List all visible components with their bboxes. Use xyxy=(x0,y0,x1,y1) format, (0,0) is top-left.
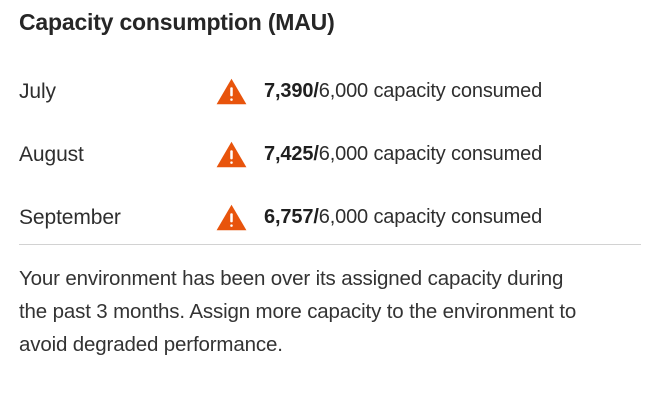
capacity-limit-value: 6,000 xyxy=(318,206,369,228)
warning-triangle-icon xyxy=(216,141,247,168)
capacity-suffix-text: capacity consumed xyxy=(368,80,543,102)
capacity-separator: / xyxy=(313,206,319,228)
capacity-used-value: 6,757 xyxy=(264,206,314,228)
warning-triangle-icon xyxy=(216,78,247,105)
list-item: July 7,390/6,000 capacity consumed xyxy=(19,60,641,123)
capacity-limit-value: 6,000 xyxy=(318,80,369,102)
capacity-suffix-text: capacity consumed xyxy=(368,143,543,165)
capacity-value-july: 7,390/6,000 capacity consumed xyxy=(264,80,542,103)
capacity-rows-list: July 7,390/6,000 capacity consumed Augus… xyxy=(19,60,641,249)
page-title: Capacity consumption (MAU) xyxy=(19,9,335,35)
section-divider xyxy=(19,244,641,245)
month-label-july: July xyxy=(19,79,56,103)
capacity-separator: / xyxy=(313,143,319,165)
capacity-suffix-text: capacity consumed xyxy=(368,206,543,228)
month-label-august: August xyxy=(19,142,84,166)
capacity-value-august: 7,425/6,000 capacity consumed xyxy=(264,143,542,166)
capacity-limit-value: 6,000 xyxy=(318,143,369,165)
list-item: September 6,757/6,000 capacity consumed xyxy=(19,186,641,249)
capacity-value-september: 6,757/6,000 capacity consumed xyxy=(264,206,542,229)
capacity-separator: / xyxy=(313,80,319,102)
capacity-used-value: 7,425 xyxy=(264,143,314,165)
list-item: August 7,425/6,000 capacity consumed xyxy=(19,123,641,186)
warning-triangle-icon xyxy=(216,204,247,231)
month-label-september: September xyxy=(19,205,121,229)
capacity-used-value: 7,390 xyxy=(264,80,314,102)
capacity-description-text: Your environment has been over its assig… xyxy=(19,267,577,356)
